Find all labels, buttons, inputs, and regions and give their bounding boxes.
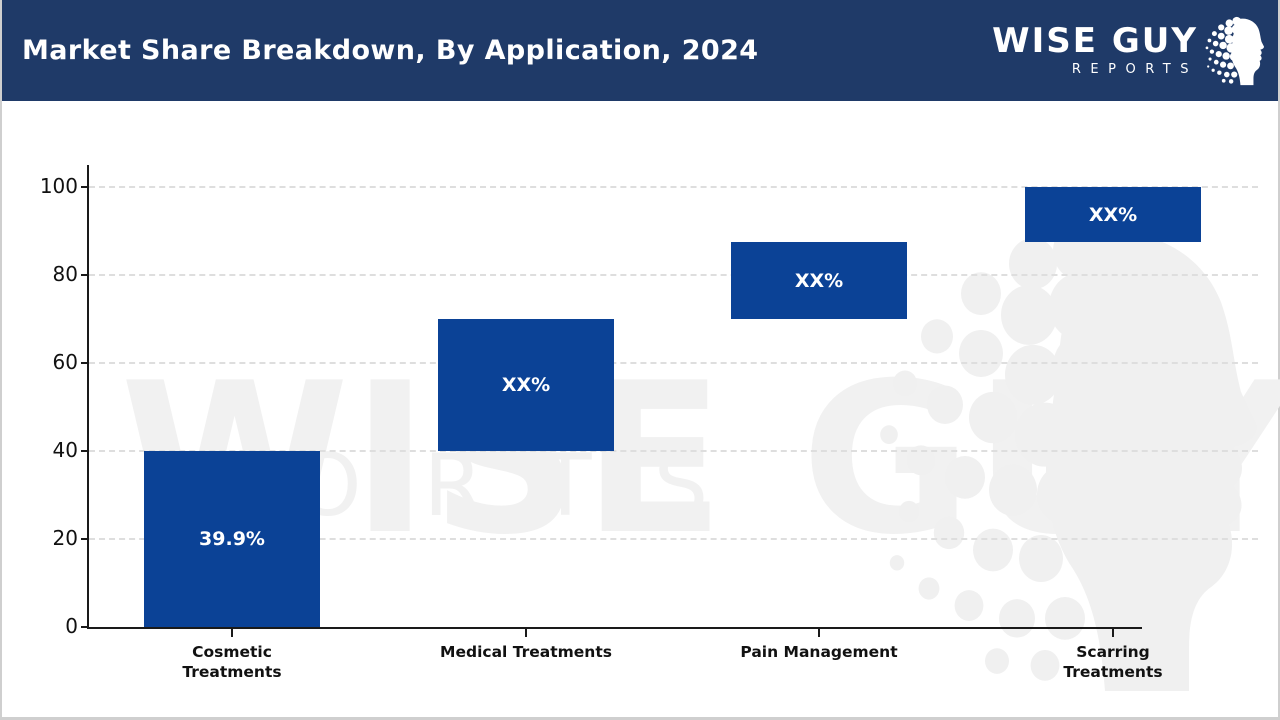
waterfall-plot: 0 20 40 60 80 100 39.9% XX% XX% XX% Cosmetic Treatm… [2, 101, 1280, 717]
category-label-line: Cosmetic [192, 643, 272, 661]
category-label-line: Treatments [1063, 663, 1163, 682]
bar-scarring-treatments: XX% [1025, 187, 1201, 242]
gridline-40 [89, 450, 1258, 452]
gridline-100 [89, 186, 1258, 188]
category-label-cosmetic-treatments: Cosmetic Treatments [117, 642, 347, 683]
category-label-pain-management: Pain Management [704, 642, 934, 662]
bar-value-label: XX% [794, 269, 844, 292]
bar-cosmetic-treatments: 39.9% [144, 451, 320, 627]
y-tick-0 [81, 626, 89, 628]
gridline-20 [89, 538, 1258, 540]
logo-text: WISE GUY REPORTS [992, 21, 1198, 77]
y-tick-label-20: 20 [52, 526, 78, 550]
y-tick-60 [81, 362, 89, 364]
x-tick-0 [231, 629, 233, 637]
x-tick-2 [818, 629, 820, 637]
bar-medical-treatments: XX% [438, 319, 614, 452]
bar-value-label: XX% [1088, 203, 1138, 226]
category-label-line: Treatments [182, 663, 282, 682]
y-tick-100 [81, 186, 89, 188]
y-tick-label-80: 80 [52, 262, 78, 286]
bar-value-label: XX% [501, 374, 551, 397]
logo-subtitle: REPORTS [1071, 61, 1198, 77]
chart-area: WISE GUY PORTS 0 20 40 60 80 100 39.9% XX% XX% XX… [2, 101, 1280, 717]
x-axis-line [87, 627, 1142, 629]
category-label-line: Pain Management [740, 643, 898, 661]
bar-pain-management: XX% [731, 242, 907, 319]
wise-guy-reports-logo: WISE GUY REPORTS [992, 9, 1278, 93]
logo-wordmark: WISE GUY [992, 21, 1198, 62]
gridline-60 [89, 362, 1258, 364]
y-tick-20 [81, 538, 89, 540]
x-tick-3 [1112, 629, 1114, 637]
y-tick-40 [81, 450, 89, 452]
category-label-line: Medical Treatments [440, 643, 612, 661]
y-tick-label-40: 40 [52, 438, 78, 462]
page-title: Market Share Breakdown, By Application, … [22, 35, 759, 66]
gridline-80 [89, 274, 1258, 276]
bar-value-label: 39.9% [199, 528, 265, 551]
category-label-scarring-treatments: Scarring Treatments [998, 642, 1228, 683]
category-label-medical-treatments: Medical Treatments [411, 642, 641, 662]
y-tick-80 [81, 274, 89, 276]
y-tick-label-0: 0 [65, 614, 78, 638]
x-tick-1 [525, 629, 527, 637]
y-tick-label-100: 100 [39, 174, 78, 198]
header-bar: Market Share Breakdown, By Application, … [2, 0, 1278, 101]
category-label-line: Scarring [1076, 643, 1150, 661]
logo-head-icon [1205, 16, 1264, 85]
y-tick-label-60: 60 [52, 350, 78, 374]
y-axis-line [87, 165, 89, 629]
